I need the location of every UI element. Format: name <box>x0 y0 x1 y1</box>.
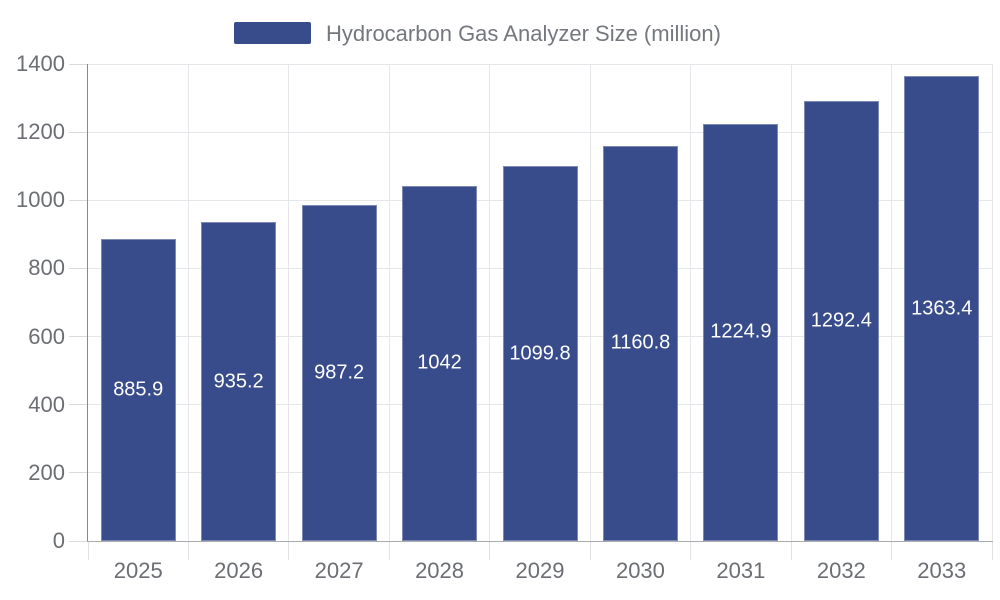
x-axis-tick <box>589 542 591 560</box>
bar-2033: 1363.4 <box>904 76 980 541</box>
bar-2028: 1042 <box>402 185 478 541</box>
x-axis-category-label: 2025 <box>113 558 163 583</box>
bar-value-label: 1099.8 <box>509 342 571 365</box>
x-gridline <box>489 64 491 541</box>
x-axis-tick <box>87 542 89 560</box>
x-gridline <box>891 64 893 541</box>
legend-swatch <box>234 22 311 44</box>
legend-label: Hydrocarbon Gas Analyzer Size (million) <box>326 21 721 46</box>
bar-2031: 1224.9 <box>703 123 779 541</box>
y-axis-tick <box>69 404 87 406</box>
x-axis-category-label: 2027 <box>314 558 364 583</box>
y-axis-tick <box>69 199 87 201</box>
bar-2025: 885.9 <box>100 239 176 541</box>
bar-value-label: 1363.4 <box>911 297 973 320</box>
plot-area: 0 200 400 600 800 1000 1200 1400 885.9 2025 935.2 2… <box>16 51 993 583</box>
y-axis-tick <box>69 267 87 269</box>
y-axis-tick-label: 800 <box>28 255 65 281</box>
x-axis-tick <box>991 542 993 560</box>
x-gridline <box>589 64 591 541</box>
y-axis-tick <box>69 336 87 338</box>
x-gridline <box>187 64 189 541</box>
bar-value-label: 1292.4 <box>810 309 872 332</box>
y-axis-tick-label: 1400 <box>16 51 65 76</box>
y-axis-tick-label: 400 <box>28 391 65 417</box>
x-axis-category-label: 2030 <box>615 558 665 583</box>
x-axis-category-label: 2028 <box>415 558 465 583</box>
bar-value-label: 1042 <box>417 351 462 374</box>
x-axis-tick <box>690 542 692 560</box>
y-axis-tick-label: 1200 <box>16 119 65 145</box>
bar-2030: 1160.8 <box>602 145 678 541</box>
bar-value-label: 1224.9 <box>710 320 772 343</box>
bar-value-label: 935.2 <box>213 370 264 393</box>
bar-value-label: 1160.8 <box>610 331 671 354</box>
y-axis-tick <box>69 540 87 542</box>
x-axis-tick <box>489 542 491 560</box>
x-axis-category-label: 2026 <box>214 558 264 583</box>
x-axis-tick <box>288 542 290 560</box>
x-axis-category-label: 2029 <box>515 558 565 583</box>
bar-2029: 1099.8 <box>502 166 578 541</box>
y-gridline <box>88 131 992 133</box>
x-gridline <box>991 64 993 541</box>
x-axis-category-label: 2032 <box>816 558 866 583</box>
bar-2026: 935.2 <box>201 222 277 541</box>
y-axis-tick-label: 600 <box>28 323 65 349</box>
bar-2032: 1292.4 <box>803 100 879 541</box>
x-axis-tick <box>187 542 189 560</box>
x-axis-tick <box>388 542 390 560</box>
x-gridline <box>288 64 290 541</box>
y-axis-tick <box>69 63 87 65</box>
y-axis-tick <box>69 131 87 133</box>
x-axis-tick <box>891 542 893 560</box>
x-axis-category-label: 2031 <box>716 558 766 583</box>
y-axis-tick-label: 0 <box>52 528 65 553</box>
y-axis-tick <box>69 472 87 474</box>
x-gridline <box>790 64 792 541</box>
y-axis-line <box>87 64 88 541</box>
bar-2027: 987.2 <box>301 204 377 541</box>
legend: Hydrocarbon Gas Analyzer Size (million) <box>0 0 1000 56</box>
x-axis-tick <box>790 542 792 560</box>
x-axis-line <box>87 541 993 542</box>
y-axis-tick-label: 1000 <box>16 187 65 213</box>
bar-value-label: 987.2 <box>314 361 365 384</box>
bar-value-label: 885.9 <box>113 378 164 401</box>
x-gridline <box>388 64 390 541</box>
x-axis-category-label: 2033 <box>917 558 967 583</box>
y-gridline <box>88 63 992 65</box>
y-axis-tick-label: 200 <box>28 459 65 485</box>
x-gridline <box>690 64 692 541</box>
